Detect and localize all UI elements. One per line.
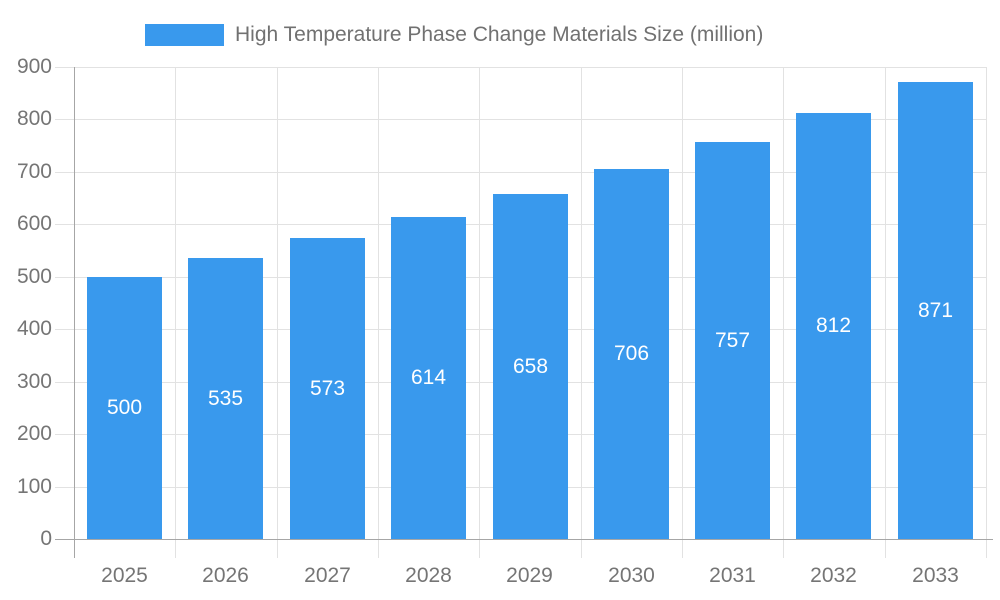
gridline-y-700 (55, 172, 986, 173)
gridline-x-6 (682, 67, 683, 558)
y-tick-label-300: 300 (16, 370, 52, 393)
bar-value-label-2028: 614 (410, 366, 447, 389)
bar-value-label-2033: 871 (917, 298, 954, 322)
gridline-y-900 (55, 67, 986, 68)
x-tick-label-2026: 2026 (202, 564, 249, 587)
gridline-y-800 (55, 119, 986, 120)
x-tick-label-2025: 2025 (101, 564, 148, 587)
legend-swatch (145, 24, 224, 46)
bar-2032[interactable]: 812 (796, 113, 871, 539)
chart-legend[interactable]: High Temperature Phase Change Materials … (145, 23, 763, 47)
y-tick-label-200: 200 (16, 422, 52, 445)
gridline-x-4 (479, 67, 480, 558)
gridline-x-9 (986, 67, 987, 558)
bar-value-label-2032: 812 (815, 314, 852, 337)
bar-value-label-2026: 535 (207, 386, 244, 410)
bar-value-label-2030: 706 (613, 342, 650, 365)
y-tick-label-400: 400 (16, 317, 52, 340)
legend-label: High Temperature Phase Change Materials … (235, 23, 764, 46)
x-tick-label-2032: 2032 (810, 564, 857, 587)
gridline-x-3 (378, 67, 379, 558)
gridline-x-8 (885, 67, 886, 558)
bar-2029[interactable]: 658 (493, 194, 568, 539)
bar-2026[interactable]: 535 (188, 258, 263, 539)
x-tick-label-2029: 2029 (506, 564, 553, 587)
x-tick-label-2027: 2027 (304, 564, 351, 587)
bar-2033[interactable]: 871 (898, 82, 973, 539)
y-tick-label-0: 0 (40, 527, 52, 550)
y-tick-label-800: 800 (16, 107, 52, 130)
y-tick-label-100: 100 (16, 475, 52, 498)
gridline-x-7 (783, 67, 784, 558)
y-axis-line (74, 67, 75, 558)
x-tick-label-2028: 2028 (405, 564, 452, 587)
bar-2030[interactable]: 706 (594, 169, 669, 539)
bar-value-label-2029: 658 (512, 354, 549, 378)
gridline-x-5 (581, 67, 582, 558)
x-tick-label-2031: 2031 (709, 564, 756, 587)
bar-2025[interactable]: 500 (87, 277, 162, 539)
gridline-x-2 (277, 67, 278, 558)
bar-2027[interactable]: 573 (290, 238, 365, 539)
bar-value-label-2027: 573 (309, 376, 346, 400)
x-tick-label-2033: 2033 (912, 564, 959, 587)
y-tick-label-700: 700 (16, 160, 52, 183)
x-axis-line (55, 539, 993, 540)
y-tick-label-900: 900 (16, 55, 52, 78)
bar-2031[interactable]: 757 (695, 142, 770, 539)
bar-2028[interactable]: 614 (391, 217, 466, 539)
gridline-x-1 (175, 67, 176, 558)
x-tick-label-2030: 2030 (608, 564, 655, 587)
bar-value-label-2025: 500 (106, 396, 143, 419)
y-tick-label-500: 500 (16, 265, 52, 288)
y-tick-label-600: 600 (16, 212, 52, 235)
bar-value-label-2031: 757 (714, 328, 751, 352)
